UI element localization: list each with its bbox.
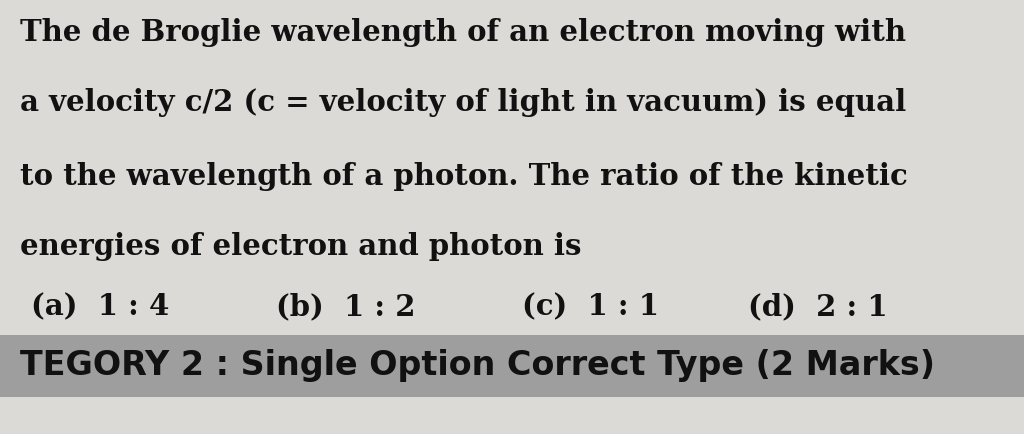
Text: (d)  2 : 1: (d) 2 : 1	[748, 292, 887, 321]
Text: (b)  1 : 2: (b) 1 : 2	[276, 292, 416, 321]
Text: to the wavelength of a photon. The ratio of the kinetic: to the wavelength of a photon. The ratio…	[20, 162, 907, 191]
Bar	[0, 335, 1024, 397]
Text: (c)  1 : 1: (c) 1 : 1	[522, 292, 659, 321]
Text: (a)  1 : 4: (a) 1 : 4	[31, 292, 169, 321]
Text: TEGORY 2 : Single Option Correct Type (2 Marks): TEGORY 2 : Single Option Correct Type (2…	[20, 349, 935, 382]
Text: energies of electron and photon is: energies of electron and photon is	[20, 232, 582, 261]
Text: a velocity c/2 (c = velocity of light in vacuum) is equal: a velocity c/2 (c = velocity of light in…	[20, 88, 906, 117]
Text: The de Broglie wavelength of an electron moving with: The de Broglie wavelength of an electron…	[20, 18, 906, 47]
